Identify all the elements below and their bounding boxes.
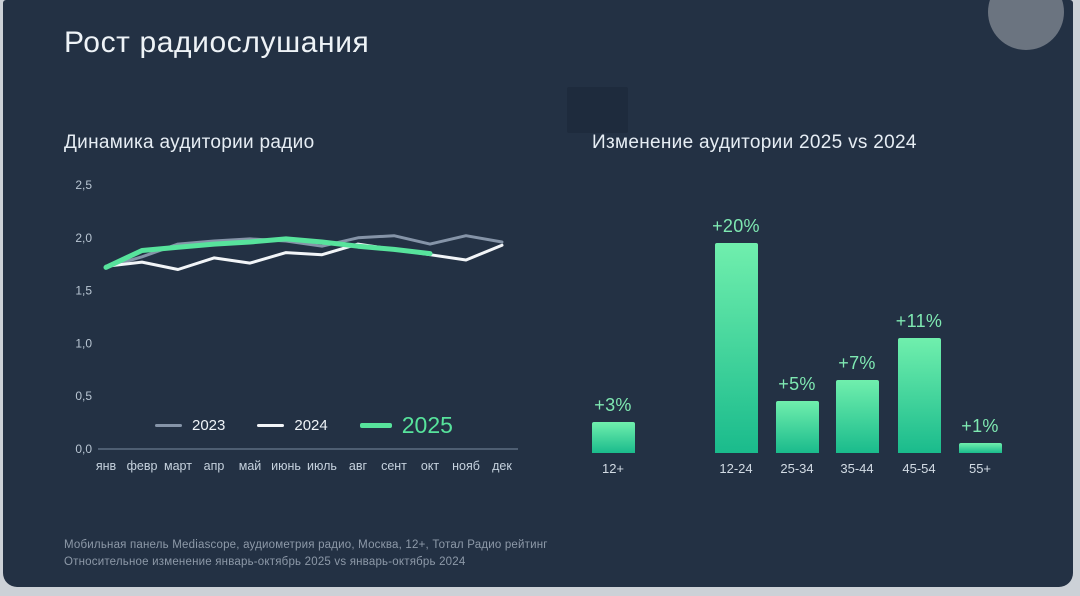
bar-55+	[958, 442, 1002, 453]
audience-dynamics-line-chart: 2023 2024 2025 0,0 0,5 1,0 1,5 2,0 2,5 янв февр ма…	[60, 170, 540, 490]
bar-chart-title: Изменение аудитории 2025 vs 2024	[592, 132, 917, 153]
x-axis-month-label: июнь	[271, 459, 301, 473]
x-axis-month-label: апр	[204, 459, 225, 473]
x-axis-month-label: февр	[127, 459, 158, 473]
line-chart-legend: 2023 2024 2025	[155, 410, 453, 440]
legend-label: 2025	[401, 411, 453, 438]
bar-12-24	[714, 243, 758, 453]
line-series-2024	[104, 242, 504, 271]
x-axis-month-label: май	[239, 459, 262, 473]
y-axis-tick: 0,0	[75, 442, 92, 456]
x-axis-month-label: март	[164, 459, 192, 473]
y-axis-tick: 1,0	[75, 336, 92, 350]
y-axis-tick: 2,5	[75, 178, 92, 192]
y-axis-tick: 1,5	[75, 284, 92, 298]
bar-value-label: +11%	[895, 310, 943, 331]
line-chart-title: Динамика аудитории радио	[64, 132, 315, 153]
bar-category-label: 55+	[968, 461, 992, 476]
legend-dash-icon	[359, 422, 392, 428]
bar-value-label: +20%	[712, 216, 760, 236]
bar-value-label: +1%	[961, 415, 999, 436]
decorative-dark-rectangle	[567, 87, 628, 133]
bar-category-label: 25-34	[780, 461, 814, 476]
legend-dash-icon	[155, 423, 182, 427]
x-axis-month-label: окт	[421, 459, 440, 473]
legend-dash-icon	[257, 423, 285, 427]
bar-category-label: 12-24	[719, 461, 753, 476]
legend-item-2025: 2025	[359, 411, 453, 439]
line-series-2025	[103, 236, 433, 270]
bar-35-44	[835, 379, 879, 453]
page-title: Рост радиослушания	[64, 26, 370, 59]
legend-item-2024: 2024	[257, 416, 328, 434]
bar-category-label: 45-54	[902, 461, 936, 476]
bar-45-54	[897, 337, 941, 453]
x-axis-month-label: нояб	[452, 459, 480, 473]
y-axis-tick: 2,0	[75, 231, 92, 245]
bar-12+	[591, 421, 635, 453]
x-axis-month-label: июль	[307, 459, 337, 473]
decorative-circle	[988, 0, 1064, 50]
bar-value-label: +5%	[778, 373, 816, 394]
source-footnote: Мобильная панель Mediascope, аудиометрия…	[64, 537, 548, 571]
bar-25-34	[775, 400, 819, 453]
x-axis-month-label: авг	[349, 459, 368, 473]
y-axis-tick: 0,5	[75, 389, 92, 403]
x-axis-month-label: дек	[492, 459, 512, 473]
bar-category-label: 12+	[601, 461, 625, 476]
line-chart-canvas: 0,0 0,5 1,0 1,5 2,0 2,5 янв февр март апр май июнь и…	[75, 178, 518, 473]
legend-label: 2024	[294, 416, 328, 434]
bar-value-label: +3%	[594, 394, 632, 415]
x-axis-month-label: янв	[96, 459, 117, 473]
legend-label: 2023	[192, 416, 226, 434]
legend-item-2023: 2023	[155, 417, 225, 434]
bar-category-label: 35-44	[840, 461, 874, 476]
bar-value-label: +7%	[838, 352, 876, 373]
footnote-line-1: Мобильная панель Mediascope, аудиометрия…	[64, 539, 548, 551]
x-axis-month-label: сент	[381, 459, 407, 473]
audience-change-bar-chart: +3% 12+ +20% 12-24 +5% 25-34 +7% 35-44 +11% 45-54…	[563, 170, 1043, 490]
slide-background: Рост радиослушания Динамика аудитории ра…	[3, 0, 1073, 587]
footnote-line-2: Относительное изменение январь-октябрь 2…	[64, 556, 466, 568]
